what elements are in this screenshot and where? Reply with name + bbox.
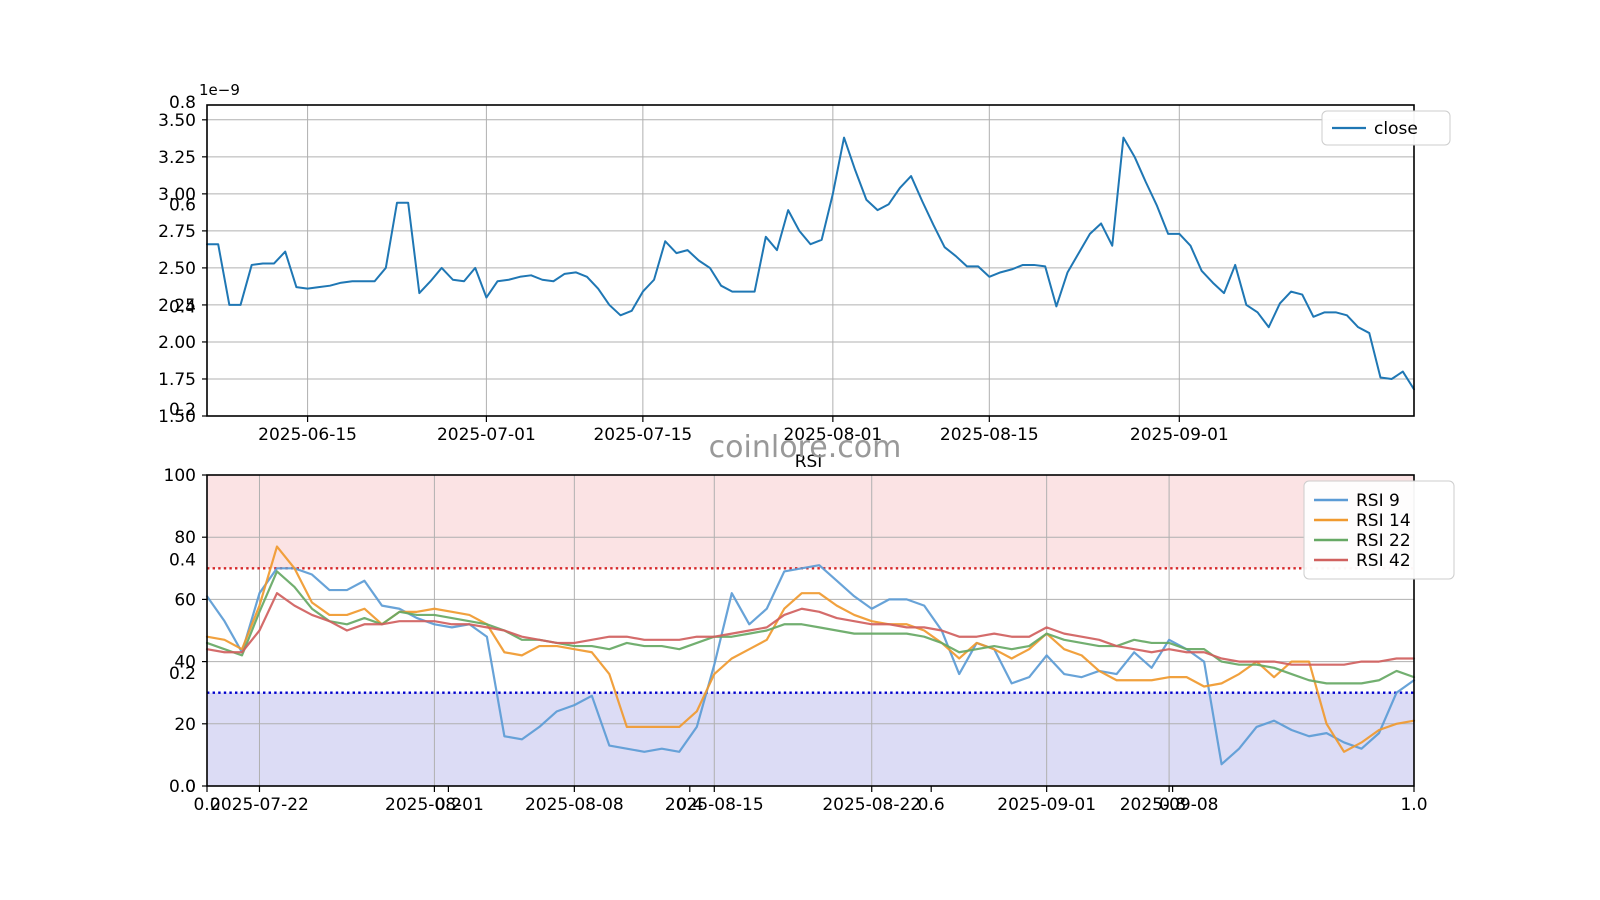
rsi-legend-label-rsi-42: RSI 42 <box>1356 551 1411 571</box>
rsi-band-1 <box>207 692 1414 786</box>
rsi-ytick-label-3: 60 <box>174 590 196 610</box>
rsi-ytick-label-5: 100 <box>164 466 196 486</box>
rsi-axes-frame <box>206 474 1415 787</box>
rsi-series-rsi-14 <box>205 545 1416 753</box>
rsi-xtick-label-4: 2025-08-22 <box>822 795 921 815</box>
price-ytick-overlay-label-3: 0.6 <box>169 195 196 215</box>
rsi-xtick-overlay-label-3: 0.6 <box>918 795 945 815</box>
rsi-ytick-label-4: 80 <box>174 528 196 548</box>
price-xtick-label-1: 2025-07-01 <box>437 425 536 445</box>
rsi-legend-label-rsi-9: RSI 9 <box>1356 491 1400 511</box>
rsi-xtick-label-5: 2025-09-01 <box>997 795 1096 815</box>
watermark-text: coinlore.com <box>709 430 902 465</box>
price-panel: 1.50 1.75 2.00 2.25 2.50 2.75 3.00 3.25 3.50 2025… <box>158 81 1451 445</box>
rsi-ytick-overlay-label-1: 0.2 <box>169 664 196 684</box>
price-xtick-label-3: 2025-08-01 <box>783 425 882 445</box>
price-ytick-label-7: 3.25 <box>158 148 196 168</box>
price-ytick-label-4: 2.50 <box>158 259 196 279</box>
rsi-series-rsi-42 <box>205 592 1416 666</box>
price-ytick-overlay-label-4: 0.8 <box>169 93 196 113</box>
rsi-panel: 0 20 40 60 80 100 2025-07-22 2025-08-01 2025-08-… <box>164 452 1455 815</box>
price-offset-label: 1e−9 <box>199 81 240 99</box>
rsi-ytick-label-1: 20 <box>174 715 196 735</box>
price-ytick-label-1: 1.75 <box>158 370 196 390</box>
price-xtick-label-5: 2025-09-01 <box>1130 425 1229 445</box>
rsi-xtick-label-1: 2025-08-01 <box>385 795 484 815</box>
rsi-ytick-overlay-label-2: 0.4 <box>169 551 196 571</box>
rsi-ytick-overlay-label-0: 0.0 <box>169 777 196 797</box>
rsi-xtick-label-6: 2025-09-08 <box>1120 795 1219 815</box>
price-ytick-overlay-label-1: 0.2 <box>169 400 196 420</box>
rsi-xtick-overlay-label-5: 1.0 <box>1400 795 1427 815</box>
rsi-legend-label-rsi-22: RSI 22 <box>1356 531 1411 551</box>
rsi-ytick-label-0: 0 <box>185 777 196 797</box>
rsi-xtick-overlay-label-4: 0.8 <box>1159 795 1186 815</box>
rsi-xtick-overlay-label-2: 0.4 <box>676 795 703 815</box>
price-axes-frame <box>206 104 1415 417</box>
rsi-band-0 <box>207 475 1414 569</box>
price-ytick-label-8: 3.50 <box>158 111 196 131</box>
price-ytick-label-6: 3.00 <box>158 185 196 205</box>
rsi-ytick-label-2: 40 <box>174 653 196 673</box>
rsi-legend-label-rsi-14: RSI 14 <box>1356 511 1411 531</box>
price-ytick-label-5: 2.75 <box>158 222 196 242</box>
rsi-xtick-label-3: 2025-08-15 <box>665 795 764 815</box>
rsi-panel-title: RSI <box>795 452 823 472</box>
rsi-xtick-overlay-label-1: 0.2 <box>435 795 462 815</box>
rsi-xtick-label-0: 2025-07-22 <box>210 795 309 815</box>
price-ytick-label-3: 2.25 <box>158 296 196 316</box>
price-xtick-label-0: 2025-06-15 <box>258 425 357 445</box>
price-series-close <box>206 136 1415 391</box>
price-ytick-overlay-label-2: 0.4 <box>169 298 196 318</box>
rsi-xtick-overlay-label-0: 0.0 <box>193 795 220 815</box>
price-xtick-label-2: 2025-07-15 <box>593 425 692 445</box>
price-legend-label-close: close <box>1374 119 1418 139</box>
price-ytick-label-0: 1.50 <box>158 407 196 427</box>
price-ytick-label-2: 2.00 <box>158 333 196 353</box>
rsi-legend-box <box>1303 480 1455 580</box>
rsi-xtick-label-2: 2025-08-08 <box>525 795 624 815</box>
price-xtick-label-4: 2025-08-15 <box>940 425 1039 445</box>
price-legend-box <box>1321 110 1451 146</box>
